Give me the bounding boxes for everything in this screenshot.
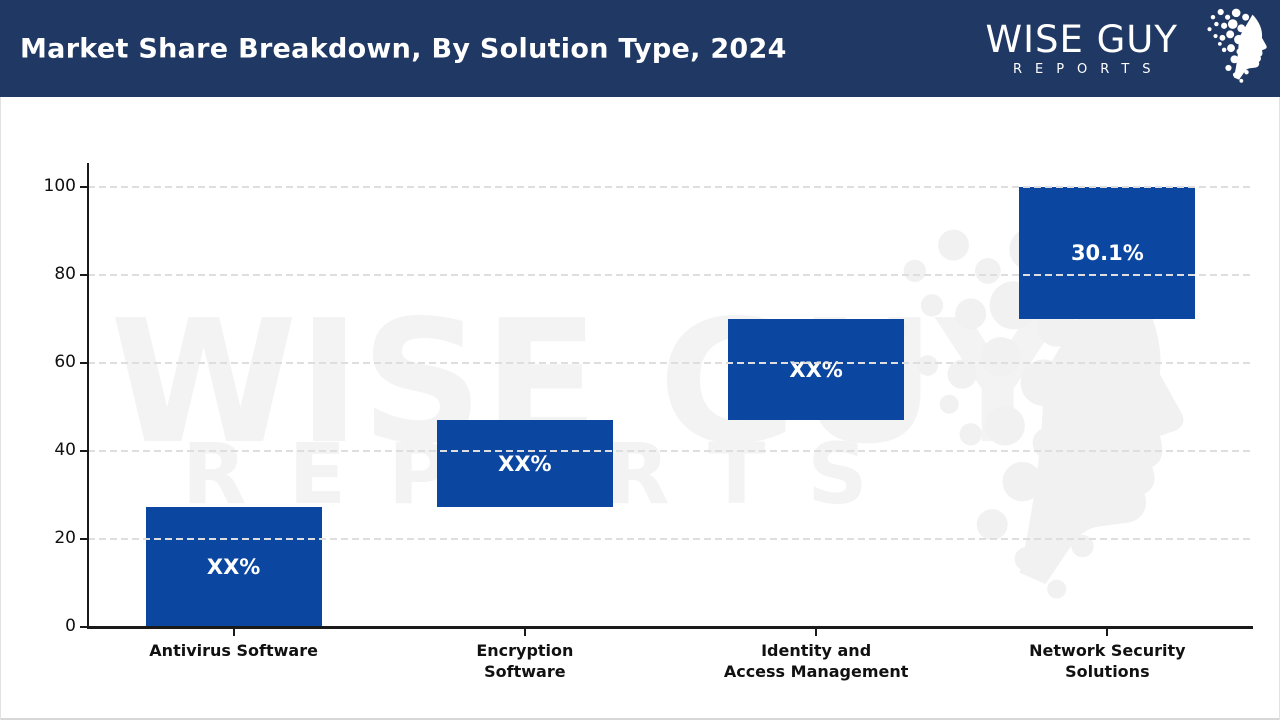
bar-value-label: XX% (789, 357, 843, 382)
y-tick-label-20: 20 (54, 528, 76, 548)
y-tick-label-60: 60 (54, 352, 76, 372)
bottom-border (0, 718, 1280, 720)
x-category-label-line: Network Security (1029, 641, 1186, 660)
bar-value-label: XX% (206, 554, 261, 579)
gridline-100 (88, 186, 1253, 188)
y-axis-line (87, 163, 89, 629)
logo-name: WISE GUY (985, 17, 1178, 61)
logo-text: WISE GUY REPORTS (986, 21, 1178, 77)
x-category-label-line: Encryption (476, 641, 574, 660)
header: Market Share Breakdown, By Solution Type… (0, 0, 1280, 97)
bar-1: XX% (145, 506, 322, 627)
x-category-label: Identity and Access Management (671, 640, 962, 682)
y-tick-label-40: 40 (54, 440, 76, 460)
x-category-label-line: Identity and (761, 641, 872, 660)
y-tick-mark-80 (80, 274, 87, 276)
x-tick-mark-2 (523, 629, 526, 636)
x-tick-mark-3 (815, 629, 818, 636)
logo-sub: REPORTS (1012, 61, 1164, 77)
y-tick-mark-40 (80, 450, 87, 452)
y-tick-mark-20 (80, 538, 87, 540)
bar-4: 30.1% (1019, 186, 1196, 319)
logo: WISE GUY REPORTS (986, 5, 1268, 93)
logo-head-icon (1207, 8, 1267, 83)
y-tick-mark-100 (80, 186, 87, 188)
x-axis-line (87, 626, 1253, 629)
y-tick-label-80: 80 (54, 264, 76, 284)
bar-2: XX% (436, 420, 613, 507)
x-tick-mark-1 (232, 629, 235, 636)
y-tick-mark-0 (80, 626, 87, 628)
x-category-label: Network Security Solutions (962, 640, 1253, 682)
x-category-label: Antivirus Software (88, 640, 379, 661)
gridline-40 (88, 450, 1253, 452)
y-tick-label-0: 0 (65, 616, 76, 636)
gridline-60 (88, 362, 1253, 364)
y-tick-mark-60 (80, 362, 87, 364)
bar-value-label: XX% (498, 451, 552, 476)
x-category-label-line: Solutions (1065, 662, 1150, 681)
page-title: Market Share Breakdown, By Solution Type… (20, 33, 787, 64)
x-category-label: Encryption Software (379, 640, 670, 682)
y-tick-label-100: 100 (43, 176, 76, 196)
gridline-80 (88, 274, 1253, 276)
x-category-label-line: Antivirus Software (149, 641, 318, 660)
left-border (0, 97, 1, 720)
gridline-20 (88, 538, 1253, 540)
x-category-label-line: Software (484, 662, 566, 681)
bar-3: XX% (728, 319, 905, 421)
x-tick-mark-4 (1106, 629, 1109, 636)
x-category-label-line: Access Management (723, 662, 909, 681)
bar-value-label: 30.1% (1070, 240, 1144, 265)
